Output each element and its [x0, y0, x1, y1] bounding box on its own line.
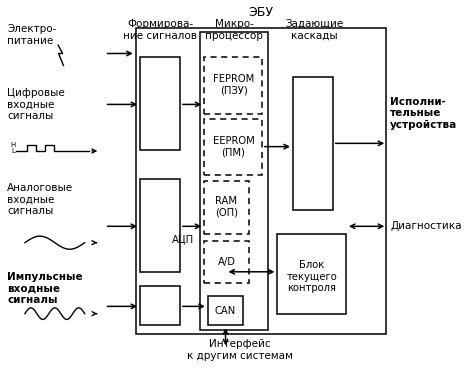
Text: Задающие
каскады: Задающие каскады: [285, 19, 343, 40]
Bar: [136, 28, 386, 334]
Bar: [208, 296, 243, 325]
Bar: [140, 286, 180, 325]
Bar: [293, 77, 333, 210]
Text: ЭБУ: ЭБУ: [248, 6, 273, 19]
Text: Диагностика: Диагностика: [390, 221, 462, 232]
Text: H: H: [10, 142, 15, 148]
Text: Электро-
питание: Электро- питание: [7, 24, 56, 46]
Bar: [140, 179, 180, 272]
Text: Интерфейс
к другим системам: Интерфейс к другим системам: [187, 339, 292, 361]
Text: Формирова-
ние сигналов: Формирова- ние сигналов: [123, 19, 197, 40]
Text: FEPROM
(ПЗУ): FEPROM (ПЗУ): [213, 74, 254, 96]
Bar: [204, 57, 262, 114]
Text: EEPROM
(ПМ): EEPROM (ПМ): [213, 136, 255, 157]
Bar: [200, 32, 268, 330]
Text: Цифровые
входные
сигналы: Цифровые входные сигналы: [7, 88, 65, 121]
Bar: [277, 234, 346, 314]
Text: АЦП: АЦП: [173, 234, 194, 244]
Bar: [204, 119, 262, 175]
Text: RAM
(ОП): RAM (ОП): [215, 196, 238, 217]
Text: Блок
текущего
контроля: Блок текущего контроля: [286, 260, 337, 293]
Text: Исполни-
тельные
устройства: Исполни- тельные устройства: [390, 97, 457, 130]
Text: Импульсные
входные
сигналы: Импульсные входные сигналы: [7, 272, 83, 305]
Text: CAN: CAN: [215, 306, 236, 316]
Bar: [204, 241, 248, 283]
Text: A/D: A/D: [218, 257, 236, 267]
Text: L: L: [11, 148, 15, 154]
Bar: [140, 57, 180, 150]
Bar: [204, 181, 248, 234]
Text: Микро-
процессор: Микро- процессор: [205, 19, 264, 40]
Text: Аналоговые
входные
сигналы: Аналоговые входные сигналы: [7, 183, 73, 216]
